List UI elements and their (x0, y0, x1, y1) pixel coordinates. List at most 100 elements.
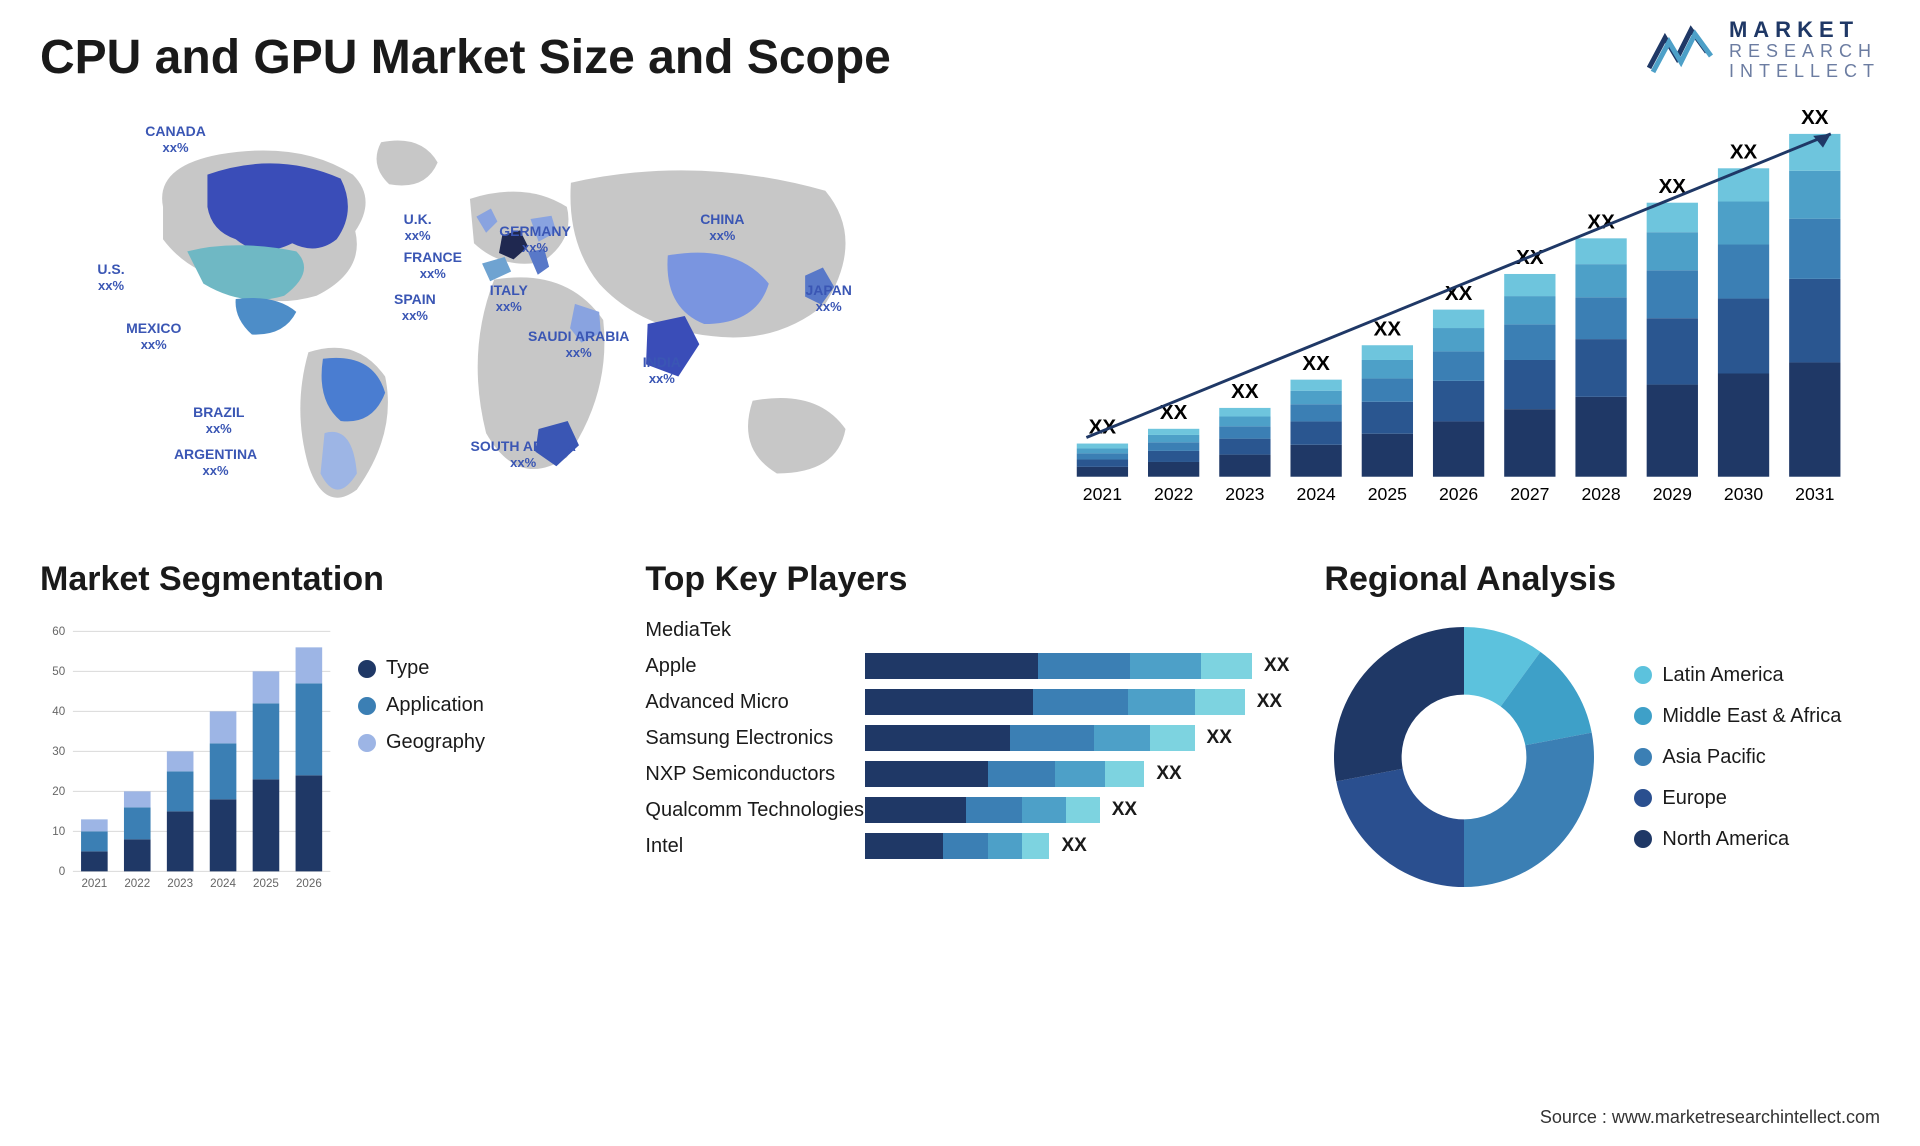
growth-bar-value: XX (1730, 141, 1758, 164)
seg-bar-segment (124, 839, 151, 871)
growth-bar-segment (1575, 264, 1626, 297)
growth-bar-segment (1219, 455, 1270, 477)
growth-bar-segment (1077, 460, 1128, 467)
seg-bar-segment (124, 791, 151, 807)
player-bar-segment (1010, 725, 1094, 751)
growth-bar-segment (1504, 274, 1555, 296)
player-bar-segment (1105, 761, 1144, 787)
growth-bar-segment (1077, 467, 1128, 477)
seg-bar-segment (210, 799, 237, 871)
seg-bar-segment (253, 703, 280, 779)
player-value: XX (1207, 727, 1232, 749)
player-name: Advanced Micro (645, 691, 865, 714)
player-value: XX (1112, 799, 1137, 821)
growth-year-label: 2025 (1368, 484, 1407, 504)
growth-year-label: 2026 (1439, 484, 1478, 504)
growth-bar-segment (1718, 299, 1769, 374)
growth-year-label: 2027 (1510, 484, 1549, 504)
player-name: Apple (645, 655, 865, 678)
growth-bar-segment (1789, 362, 1840, 476)
growth-year-label: 2022 (1154, 484, 1193, 504)
regional-legend-item: Latin America (1634, 664, 1841, 687)
growth-bar-segment (1077, 444, 1128, 449)
seg-bar-segment (81, 851, 108, 871)
legend-label: Geography (386, 731, 485, 754)
map-label: ITALYxx% (490, 282, 528, 315)
seg-bar-segment (167, 811, 194, 871)
legend-swatch (358, 660, 376, 678)
growth-bar-segment (1219, 439, 1270, 455)
player-bar-segment (865, 653, 1038, 679)
growth-bar-segment (1290, 445, 1341, 477)
map-label: U.K.xx% (404, 211, 432, 244)
player-bar: XX (865, 725, 1289, 751)
world-map-panel: CANADAxx%U.S.xx%MEXICOxx%BRAZILxx%ARGENT… (40, 110, 997, 530)
growth-bar-segment (1077, 453, 1128, 459)
player-row: Qualcomm TechnologiesXX (645, 797, 1289, 823)
seg-ytick: 50 (52, 665, 65, 678)
seg-ytick: 20 (52, 785, 65, 798)
growth-bar-chart: XX2021XX2022XX2023XX2024XX2025XX2026XX20… (1057, 110, 1860, 530)
growth-year-label: 2029 (1653, 484, 1692, 504)
regional-panel: Regional Analysis Latin AmericaMiddle Ea… (1324, 560, 1880, 940)
player-value: XX (1257, 691, 1282, 713)
map-label: FRANCExx% (404, 249, 462, 282)
growth-bar-segment (1362, 360, 1413, 378)
growth-bar-segment (1718, 244, 1769, 298)
seg-ytick: 40 (52, 705, 65, 718)
regional-legend-item: Europe (1634, 787, 1841, 810)
legend-label: Asia Pacific (1662, 746, 1765, 769)
player-value: XX (1156, 763, 1181, 785)
map-label: GERMANYxx% (499, 223, 571, 256)
seg-year-label: 2023 (167, 877, 193, 890)
player-name: NXP Semiconductors (645, 763, 865, 786)
source-attribution: Source : www.marketresearchintellect.com (1540, 1107, 1880, 1128)
player-bar-segment (1128, 689, 1195, 715)
growth-bar-segment (1290, 380, 1341, 391)
legend-swatch (1634, 707, 1652, 725)
player-bar-segment (1094, 725, 1150, 751)
seg-legend-item: Geography (358, 731, 485, 754)
brand-logo: MARKET RESEARCH INTELLECT (1647, 18, 1880, 82)
legend-swatch (1634, 748, 1652, 766)
growth-bar-value: XX (1302, 352, 1330, 375)
seg-bar-segment (253, 779, 280, 871)
seg-bar-segment (210, 743, 237, 799)
player-bar-segment (865, 725, 1010, 751)
legend-swatch (1634, 789, 1652, 807)
growth-bar-segment (1362, 378, 1413, 401)
player-bar-segment (1150, 725, 1195, 751)
growth-bar-value: XX (1231, 380, 1259, 403)
growth-year-label: 2023 (1225, 484, 1264, 504)
player-name: Samsung Electronics (645, 727, 865, 750)
regional-legend-item: Middle East & Africa (1634, 705, 1841, 728)
seg-bar-segment (296, 683, 323, 775)
player-bar-segment (966, 797, 1022, 823)
seg-ytick: 30 (52, 745, 65, 758)
player-row: AppleXX (645, 653, 1289, 679)
seg-year-label: 2025 (253, 877, 279, 890)
growth-bar-segment (1148, 442, 1199, 451)
growth-bar-segment (1362, 434, 1413, 477)
growth-bar-segment (1504, 296, 1555, 324)
player-row: IntelXX (645, 833, 1289, 859)
growth-bar-segment (1148, 462, 1199, 477)
player-name: Intel (645, 835, 865, 858)
growth-bar-segment (1646, 270, 1697, 318)
player-bar: XX (865, 761, 1289, 787)
legend-label: Application (386, 694, 484, 717)
legend-label: Europe (1662, 787, 1727, 810)
player-bar-segment (1055, 761, 1105, 787)
seg-legend-item: Application (358, 694, 485, 717)
growth-bar-segment (1504, 360, 1555, 409)
growth-year-label: 2028 (1581, 484, 1620, 504)
growth-bar-segment (1219, 426, 1270, 438)
seg-legend-item: Type (358, 657, 485, 680)
map-label: CHINAxx% (700, 211, 744, 244)
growth-bar-segment (1504, 324, 1555, 360)
growth-bar-segment (1433, 351, 1484, 380)
player-bar-segment (1022, 833, 1050, 859)
segmentation-legend: Type Application Geography (358, 657, 485, 907)
logo-line-2: RESEARCH (1729, 42, 1880, 62)
player-bar-segment (865, 833, 943, 859)
